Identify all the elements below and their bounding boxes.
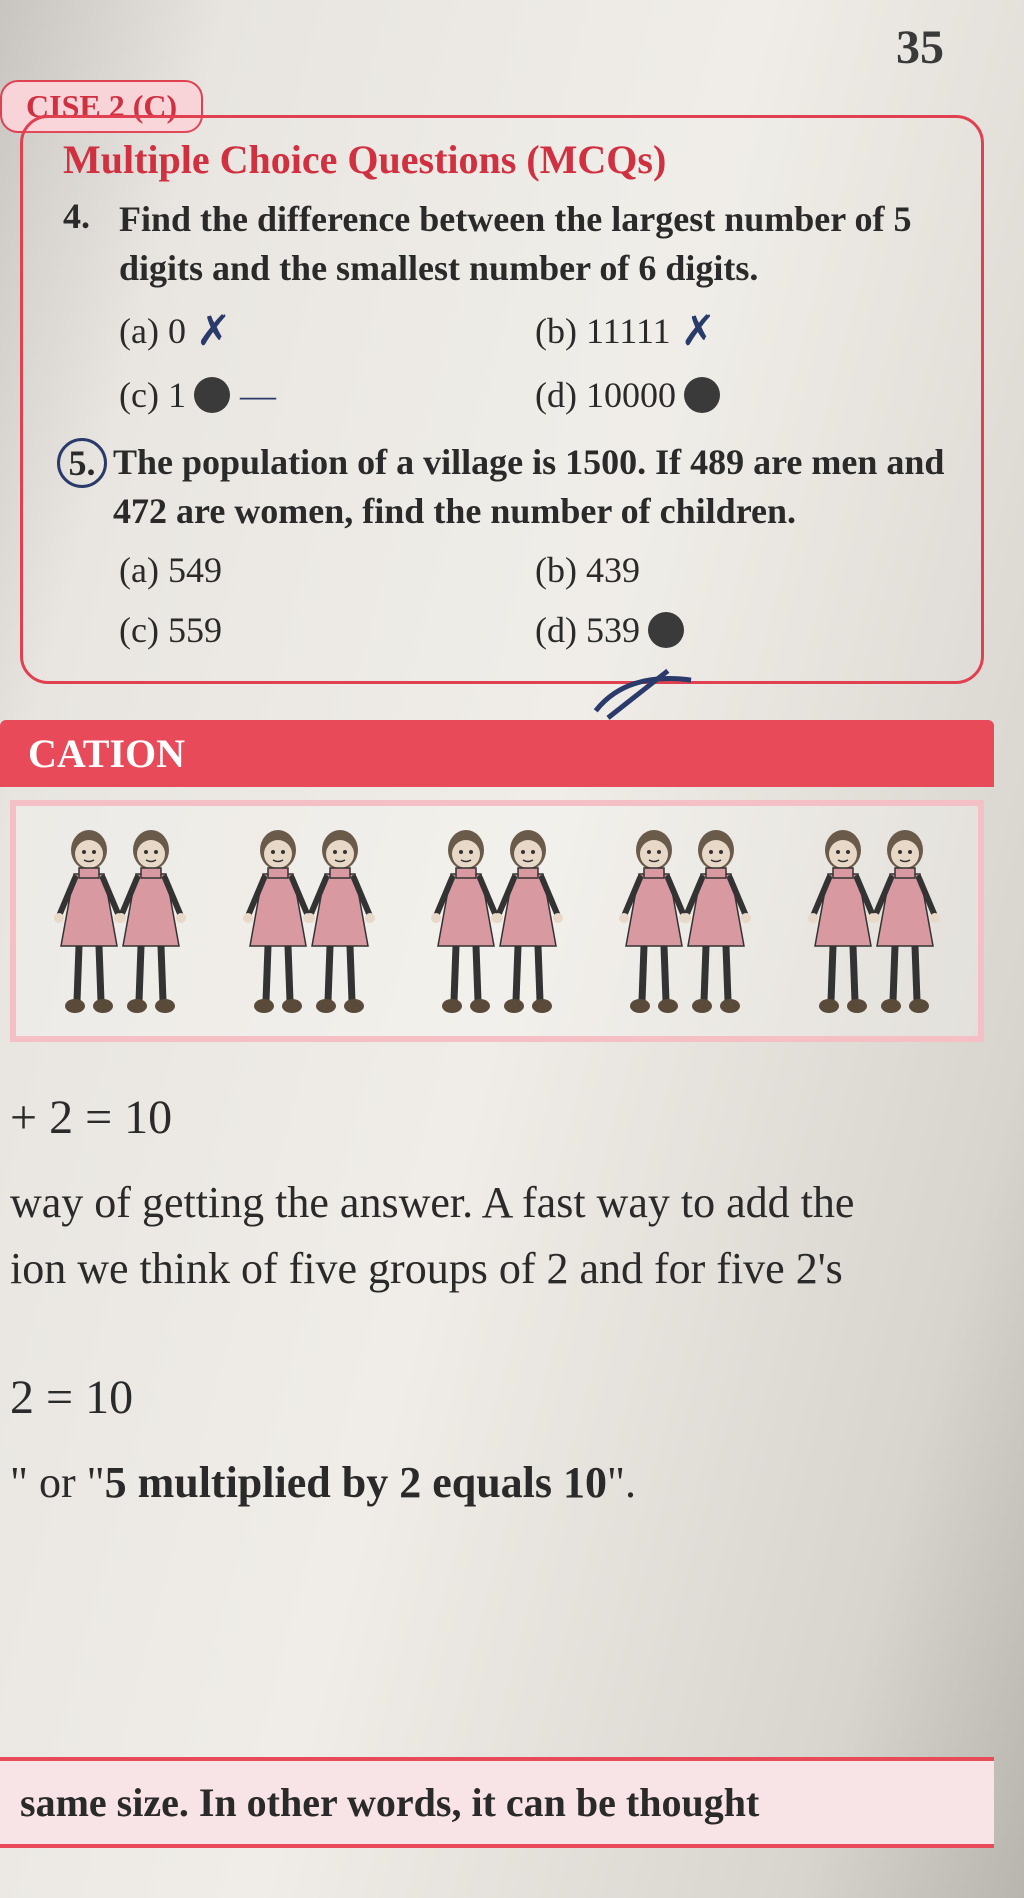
equation-1: + 2 = 10 xyxy=(10,1090,172,1145)
paragraph-1: way of getting the answer. A fast way to… xyxy=(10,1170,984,1302)
page-number: 35 xyxy=(896,20,944,75)
q4-opt-b-label: (b) 11111 xyxy=(535,310,671,352)
pen-dot-icon xyxy=(684,377,720,413)
q5-opt-d: (d) 539 xyxy=(535,609,951,651)
para2-prefix: " or " xyxy=(10,1458,105,1507)
equation-2: 2 = 10 xyxy=(10,1370,133,1425)
dash-mark-icon: — xyxy=(240,374,276,416)
q5-opt-b-label: (b) 439 xyxy=(535,549,640,591)
mcq-box: Multiple Choice Questions (MCQs) 4. Find… xyxy=(20,115,984,684)
cross-mark-icon: ✗ xyxy=(196,306,231,356)
para1-line1: way of getting the answer. A fast way to… xyxy=(10,1178,854,1227)
pen-dot-icon xyxy=(194,377,230,413)
footer-text: same size. In other words, it can be tho… xyxy=(20,1780,759,1825)
q4-options: (a) 0 ✗ (b) 11111 ✗ (c) 1 — (d) 10000 xyxy=(119,306,951,416)
girl-pair xyxy=(614,826,756,1016)
q4-opt-a-label: (a) 0 xyxy=(119,310,186,352)
para1-line2: ion we think of five groups of 2 and for… xyxy=(10,1244,843,1293)
q5-text: The population of a village is 1500. If … xyxy=(113,438,951,535)
q4-opt-d-label: (d) 10000 xyxy=(535,374,676,416)
para2-bold: 5 multiplied by 2 equals 10 xyxy=(105,1458,607,1507)
q5-number: 5. xyxy=(57,438,107,488)
q5-opt-c: (c) 559 xyxy=(119,609,535,651)
pen-dot-icon xyxy=(648,612,684,648)
cation-underline xyxy=(0,776,994,782)
paragraph-2: " or "5 multiplied by 2 equals 10". xyxy=(10,1450,984,1516)
girl-icon xyxy=(488,826,568,1016)
girl-icon xyxy=(865,826,945,1016)
q4-opt-a: (a) 0 ✗ xyxy=(119,306,535,356)
q4-opt-b: (b) 11111 ✗ xyxy=(535,306,951,356)
question-4: 4. Find the difference between the large… xyxy=(63,195,951,292)
girls-figure xyxy=(10,800,984,1042)
q4-opt-c: (c) 1 — xyxy=(119,374,535,416)
girl-icon xyxy=(676,826,756,1016)
q4-text: Find the difference between the largest … xyxy=(119,195,951,292)
q4-opt-c-label: (c) 1 xyxy=(119,374,186,416)
q4-opt-d: (d) 10000 xyxy=(535,374,951,416)
girl-pair xyxy=(238,826,380,1016)
girl-pair xyxy=(49,826,191,1016)
girl-icon xyxy=(300,826,380,1016)
footer-highlight: same size. In other words, it can be tho… xyxy=(0,1757,994,1848)
q5-options: (a) 549 (b) 439 (c) 559 (d) 539 xyxy=(119,549,951,651)
q5-opt-c-label: (c) 559 xyxy=(119,609,222,651)
girl-pair xyxy=(803,826,945,1016)
q5-opt-d-label: (d) 539 xyxy=(535,609,640,651)
mcq-title: Multiple Choice Questions (MCQs) xyxy=(63,136,951,183)
girl-pair xyxy=(426,826,568,1016)
question-5: 5. The population of a village is 1500. … xyxy=(63,438,951,535)
girl-icon xyxy=(111,826,191,1016)
q5-opt-a: (a) 549 xyxy=(119,549,535,591)
cross-mark-icon: ✗ xyxy=(681,306,716,356)
q5-opt-b: (b) 439 xyxy=(535,549,951,591)
para2-suffix: ". xyxy=(607,1458,636,1507)
q4-number: 4. xyxy=(63,195,119,237)
cation-label: CATION xyxy=(28,731,185,776)
q5-opt-a-label: (a) 549 xyxy=(119,549,222,591)
